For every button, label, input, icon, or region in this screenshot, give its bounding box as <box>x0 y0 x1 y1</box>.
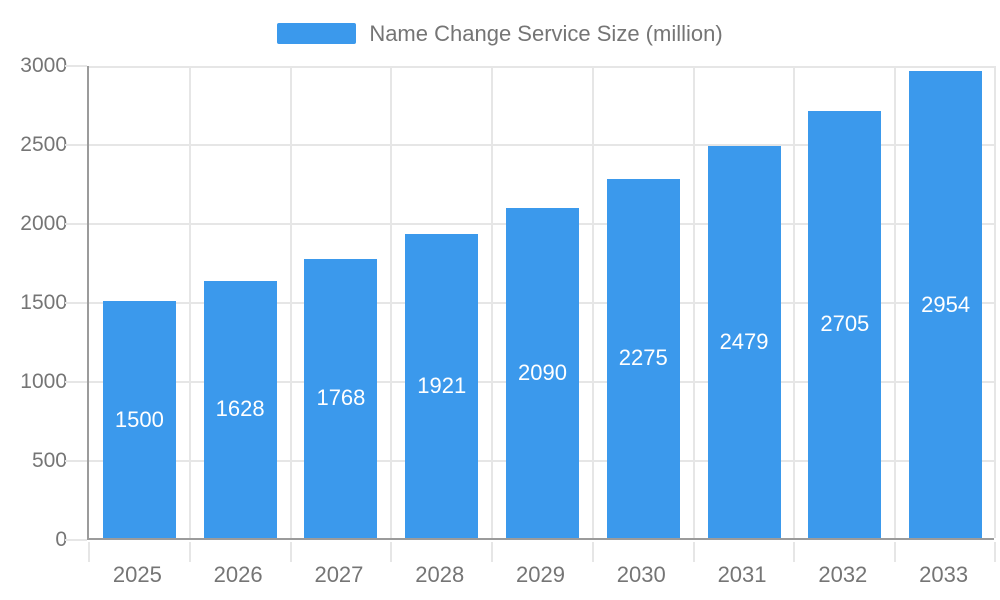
y-axis-tick <box>65 302 87 304</box>
x-axis-tick <box>994 542 996 562</box>
x-axis-tick <box>894 542 897 562</box>
gridline-vertical <box>894 66 897 538</box>
gridline-horizontal <box>89 66 994 68</box>
bar[interactable]: 1628 <box>203 280 277 538</box>
plot-area: 1500 1628 1768 1921 2090 2275 2479 2705 2954 <box>65 65 996 562</box>
x-axis-tick <box>591 542 594 562</box>
x-axis-category-label: 2031 <box>717 562 767 587</box>
gridline-horizontal <box>89 144 994 146</box>
bar-value-label: 1500 <box>114 406 164 432</box>
bar-value-label: 1628 <box>215 396 265 422</box>
x-axis-category-label: 2027 <box>314 562 364 587</box>
y-axis-tick <box>65 223 87 225</box>
x-axis-tick <box>793 542 796 562</box>
y-axis-tick-label: 3000 <box>20 54 67 77</box>
y-axis-tick-label: 2000 <box>20 212 67 235</box>
bar[interactable]: 2090 <box>506 207 579 538</box>
x-axis-category-label: 2030 <box>616 562 666 587</box>
y-axis-tick-label: 1500 <box>20 291 67 314</box>
x-axis-category-label: 2025 <box>112 562 162 587</box>
gridline-vertical <box>793 66 796 538</box>
bar-value-label: 1921 <box>417 373 467 399</box>
bar-value-label: 2090 <box>518 359 567 385</box>
bar-value-label: 2275 <box>618 345 668 371</box>
gridline-vertical <box>188 66 191 538</box>
bar[interactable]: 1768 <box>304 258 378 538</box>
x-axis-tick <box>88 542 90 562</box>
bar-value-label: 2705 <box>820 311 870 337</box>
bar-value-label: 2954 <box>921 291 971 317</box>
x-axis-tick <box>491 542 494 562</box>
y-axis-tick <box>65 381 87 383</box>
y-axis-tick <box>65 144 87 146</box>
x-axis-category-label: 2028 <box>415 562 465 587</box>
bar[interactable]: 2954 <box>909 71 983 538</box>
bar-value-label: 1768 <box>316 385 366 411</box>
x-axis-category-label: 2029 <box>516 562 565 587</box>
y-axis-labels: 0 500 1000 1500 2000 2500 3000 <box>0 54 67 551</box>
x-axis-category-label: 2032 <box>818 562 868 587</box>
y-axis-tick-label: 500 <box>31 449 67 472</box>
y-axis-tick <box>65 460 87 462</box>
gridline-vertical <box>994 66 996 538</box>
gridline-vertical <box>289 66 292 538</box>
y-axis-tick <box>65 65 87 67</box>
x-axis-tick <box>289 542 292 562</box>
gridline-vertical <box>591 66 594 538</box>
x-axis-labels: 2025 2026 2027 2028 2029 2030 2031 2032 2033 <box>87 562 994 589</box>
x-axis-tick <box>188 542 191 562</box>
gridline-vertical <box>692 66 695 538</box>
gridline-vertical <box>390 66 393 538</box>
x-axis-tick <box>692 542 695 562</box>
x-axis-tick <box>390 542 393 562</box>
bar[interactable]: 1500 <box>102 301 176 538</box>
x-axis-category-label: 2033 <box>919 562 969 587</box>
legend-label: Name Change Service Size (million) <box>369 21 723 46</box>
y-axis-tick-label: 0 <box>55 528 67 551</box>
bar[interactable]: 2275 <box>606 178 680 538</box>
y-axis-tick-label: 1000 <box>20 370 67 393</box>
chart-legend-item[interactable]: Name Change Service Size (million) <box>0 20 1000 47</box>
x-axis-category-label: 2026 <box>213 562 263 587</box>
gridline-vertical <box>491 66 494 538</box>
bar[interactable]: 2705 <box>808 110 882 538</box>
y-axis-tick <box>65 539 87 541</box>
bar[interactable]: 1921 <box>405 234 479 538</box>
y-axis-tick-label: 2500 <box>20 133 67 156</box>
legend-swatch-icon <box>277 23 357 44</box>
bar-value-label: 2479 <box>719 329 769 355</box>
bar[interactable]: 2479 <box>707 146 781 538</box>
